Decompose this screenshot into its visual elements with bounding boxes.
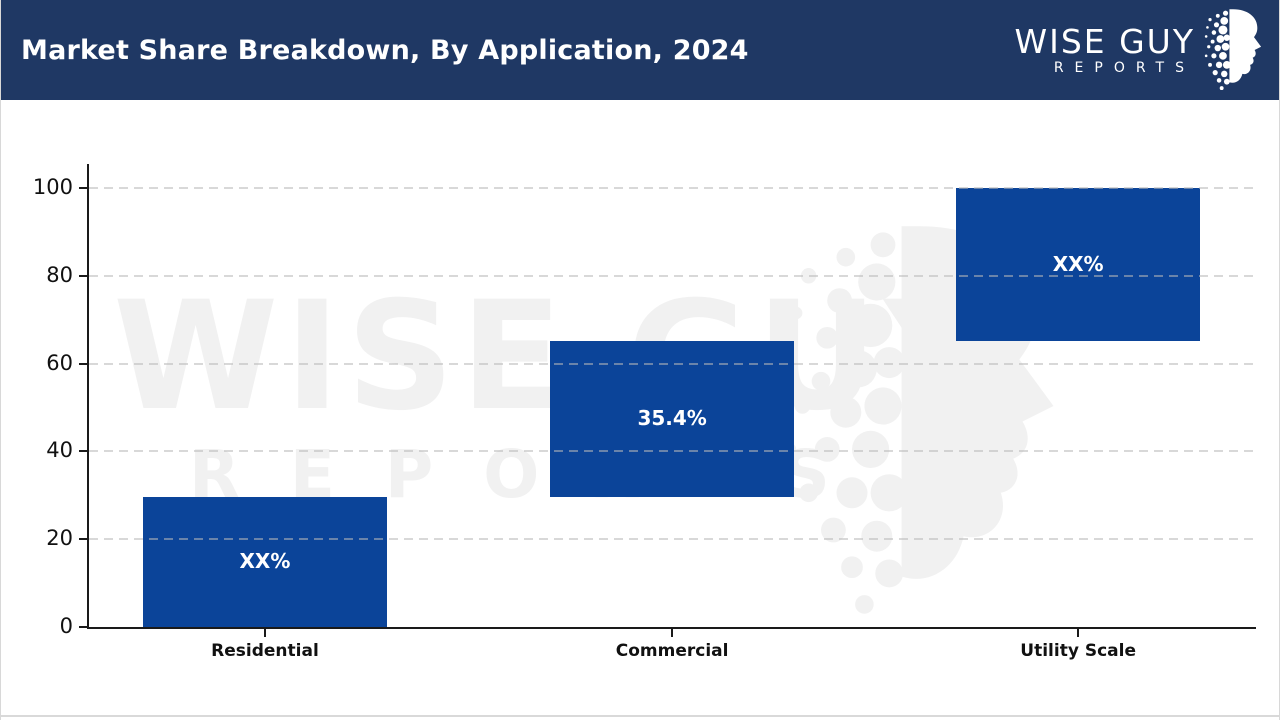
header-bar: Market Share Breakdown, By Application, …	[1, 0, 1279, 100]
bar-commercial: 35.4%	[550, 341, 795, 497]
y-tick-label: 40	[46, 438, 73, 463]
y-tick-mark	[79, 187, 87, 190]
y-tick-label: 20	[46, 526, 73, 551]
bar-value-label: 35.4%	[637, 406, 707, 430]
brand-name: WISE GUY	[1014, 22, 1195, 61]
bar-value-label: XX%	[239, 548, 291, 573]
y-tick-label: 0	[59, 614, 73, 638]
y-tick-mark	[79, 538, 87, 541]
brand-logo: WISE GUY REPORTS	[1014, 8, 1279, 92]
gridline-20	[89, 538, 1256, 541]
y-tick-mark	[79, 626, 87, 628]
chart-plot-area: 0 20 40 60 80 100 XX% Residential 35.4% Commercia…	[33, 164, 1256, 661]
x-tick-label: Utility Scale	[1020, 641, 1136, 661]
gridline-80	[89, 274, 1256, 277]
x-tick-mark	[671, 629, 674, 637]
y-tick-mark	[79, 274, 87, 277]
y-tick-label: 80	[46, 262, 73, 287]
y-tick-label: 100	[32, 175, 73, 200]
x-tick-mark	[1077, 629, 1080, 637]
y-tick-label: 60	[46, 350, 73, 375]
y-tick-mark	[79, 362, 87, 365]
gridline-40	[89, 450, 1256, 453]
page-title: Market Share Breakdown, By Application, …	[21, 34, 749, 66]
y-tick-mark	[79, 450, 87, 453]
bar-utility-scale: XX%	[956, 188, 1201, 342]
gridline-60	[89, 362, 1256, 365]
bar-residential: XX%	[142, 496, 387, 627]
y-axis-line	[87, 164, 89, 629]
x-axis-line	[87, 627, 1256, 629]
dotted-head-profile-icon	[1204, 9, 1262, 91]
x-tick-label: Commercial	[615, 641, 729, 661]
x-tick-label: Residential	[211, 641, 319, 661]
bar-value-label: XX%	[1052, 251, 1104, 276]
x-tick-mark	[263, 629, 266, 637]
bottom-divider	[1, 715, 1279, 717]
brand-subname: REPORTS	[1053, 60, 1195, 76]
brand-logo-text: WISE GUY REPORTS	[1014, 25, 1195, 75]
gridline-100	[89, 187, 1256, 190]
